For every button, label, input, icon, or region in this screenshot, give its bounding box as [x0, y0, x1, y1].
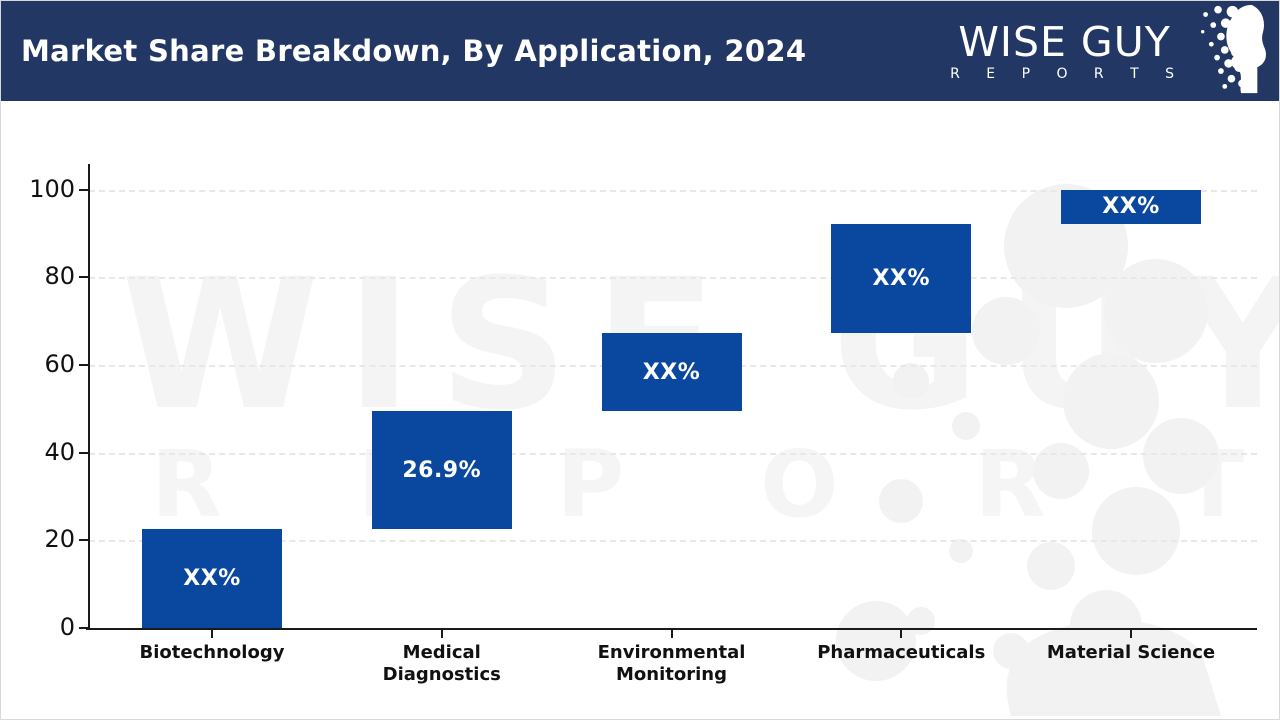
bar-value-label-3: XX%	[872, 266, 930, 291]
x-tick-mark-2	[670, 630, 673, 638]
watermark-head-icon	[781, 171, 1221, 719]
bar-value-label-1: 26.9%	[402, 457, 482, 483]
x-tick-mark-3	[900, 630, 903, 638]
y-tick-mark-60	[79, 363, 89, 366]
bar-4: XX%	[1061, 189, 1201, 225]
x-tick-label-line: Environmental	[597, 642, 746, 663]
y-axis-line	[88, 164, 90, 630]
bar-value-label-2: XX%	[642, 359, 701, 385]
y-tick-mark-100	[79, 188, 89, 191]
header-bar: Market Share Breakdown, By Application, …	[1, 1, 1279, 101]
x-tick-label-line: Medical	[402, 642, 481, 663]
y-tick-label-20: 20	[44, 525, 75, 554]
x-tick-mark-4	[1130, 630, 1132, 638]
x-tick-label-2: Environmental Monitoring	[552, 642, 792, 686]
gridline-40	[89, 452, 1257, 455]
gridline-20	[89, 540, 1257, 543]
bar-value-label-0: XX%	[183, 566, 241, 592]
y-tick-mark-80	[79, 276, 89, 279]
y-tick-label-60: 60	[44, 350, 75, 379]
x-tick-label-line: Monitoring	[616, 663, 727, 685]
x-tick-label-1: Medical Diagnostics	[322, 642, 562, 686]
x-tick-label-4: Material Science	[1011, 642, 1251, 664]
wise-guy-logo: WISE GUY R E P O R T S	[944, 3, 1267, 99]
y-tick-label-0: 0	[59, 613, 75, 642]
x-axis-line	[86, 628, 1257, 630]
chart-title: Market Share Breakdown, By Application, …	[21, 34, 807, 68]
y-tick-mark-20	[79, 539, 89, 542]
logo-head-icon	[1171, 3, 1267, 99]
y-tick-mark-0	[79, 627, 89, 629]
logo-text: WISE GUY R E P O R T S	[944, 17, 1185, 82]
bar-value-label-4: XX%	[1102, 194, 1160, 220]
x-tick-label-0: Biotechnology	[92, 642, 332, 664]
x-tick-label-line: Diagnostics	[382, 663, 501, 685]
gridline-100	[89, 189, 1257, 192]
logo-wordmark: WISE GUY	[958, 17, 1171, 66]
x-tick-label-line: Pharmaceuticals	[817, 642, 986, 663]
bar-2: XX%	[601, 332, 742, 412]
x-tick-mark-0	[211, 630, 213, 638]
y-tick-mark-40	[79, 451, 89, 454]
x-tick-label-line: Material Science	[1046, 642, 1216, 663]
bar-1: 26.9%	[371, 411, 512, 530]
waterfall-chart: WISE GUY R E P O R T S 020406080100XX%Bi…	[1, 101, 1279, 719]
logo-subtitle: R E P O R T S	[950, 65, 1185, 82]
y-tick-label-100: 100	[29, 174, 75, 203]
y-tick-label-40: 40	[44, 437, 75, 466]
y-tick-label-80: 80	[44, 262, 75, 291]
x-tick-mark-1	[440, 630, 443, 638]
bar-3: XX%	[831, 224, 972, 333]
bar-0: XX%	[142, 529, 282, 628]
x-tick-label-line: Biotechnology	[139, 642, 285, 663]
gridline-80	[89, 277, 1257, 280]
x-tick-label-3: Pharmaceuticals	[781, 642, 1021, 664]
